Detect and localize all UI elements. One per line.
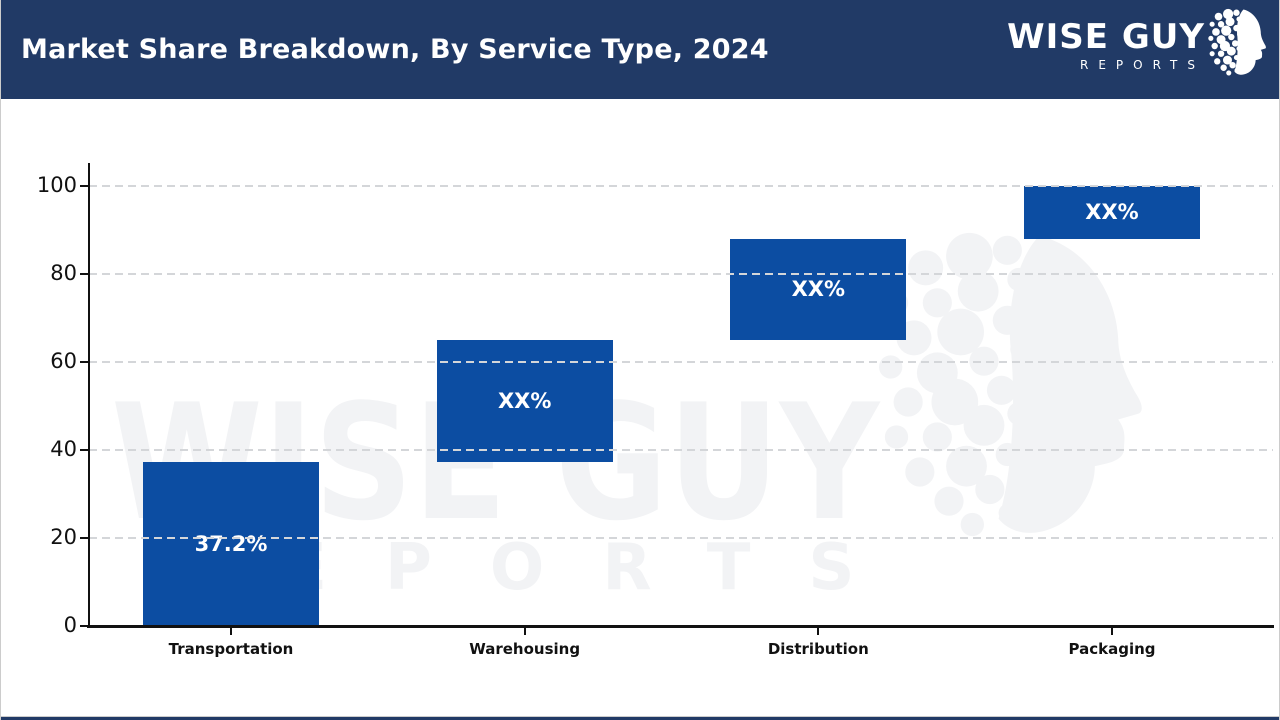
y-tick-label-60: 60	[50, 349, 77, 373]
x-tick-distribution	[817, 628, 820, 635]
x-tick-warehousing	[523, 628, 526, 635]
y-tick-label-80: 80	[50, 261, 77, 285]
gridline-100	[89, 185, 1273, 187]
y-tick-20	[80, 537, 88, 539]
footer-bar	[1, 716, 1279, 720]
x-tick-label-transportation: Transportation	[168, 640, 294, 658]
header-bar: Market Share Breakdown, By Service Type,…	[1, 0, 1279, 99]
gridline-20	[89, 537, 1273, 539]
y-tick-80	[80, 273, 88, 275]
x-tick-label-packaging: Packaging	[1068, 640, 1156, 658]
gridline-60	[89, 361, 1273, 363]
bar-packaging: XX%	[1024, 186, 1200, 239]
bar-warehousing: XX%	[436, 340, 613, 463]
y-tick-100	[80, 185, 88, 187]
logo-wordmark: WISE GUY	[1007, 17, 1205, 58]
chart-title: Market Share Breakdown, By Service Type,…	[21, 34, 769, 65]
bar-transportation: 37.2%	[143, 462, 319, 626]
y-tick-label-0: 0	[63, 613, 77, 637]
bar-value-label: 37.2%	[194, 532, 268, 557]
x-axis-line	[87, 625, 1274, 628]
y-tick-60	[80, 361, 88, 363]
bar-value-label: XX%	[791, 277, 846, 302]
y-tick-40	[80, 449, 88, 451]
wise-guy-reports-logo: WISE GUY REPORTS	[1007, 6, 1271, 86]
bar-value-label: XX%	[1085, 200, 1139, 225]
x-tick-packaging	[1111, 628, 1113, 635]
x-tick-label-warehousing: Warehousing	[469, 640, 581, 658]
bar-distribution: XX%	[730, 238, 907, 340]
y-tick-0	[80, 625, 88, 627]
gridline-40	[89, 449, 1273, 451]
x-tick-label-distribution: Distribution	[767, 640, 869, 658]
y-tick-label-100: 100	[36, 173, 77, 197]
y-tick-label-20: 20	[50, 525, 77, 549]
bar-value-label: XX%	[497, 389, 552, 414]
logo-text: WISE GUY REPORTS	[1007, 17, 1205, 72]
dotted-head-icon	[1208, 8, 1266, 76]
y-axis-line	[88, 163, 90, 627]
y-tick-label-40: 40	[50, 437, 77, 461]
x-tick-transportation	[230, 628, 232, 635]
logo-subtitle: REPORTS	[1079, 57, 1205, 72]
gridline-80	[89, 273, 1273, 275]
